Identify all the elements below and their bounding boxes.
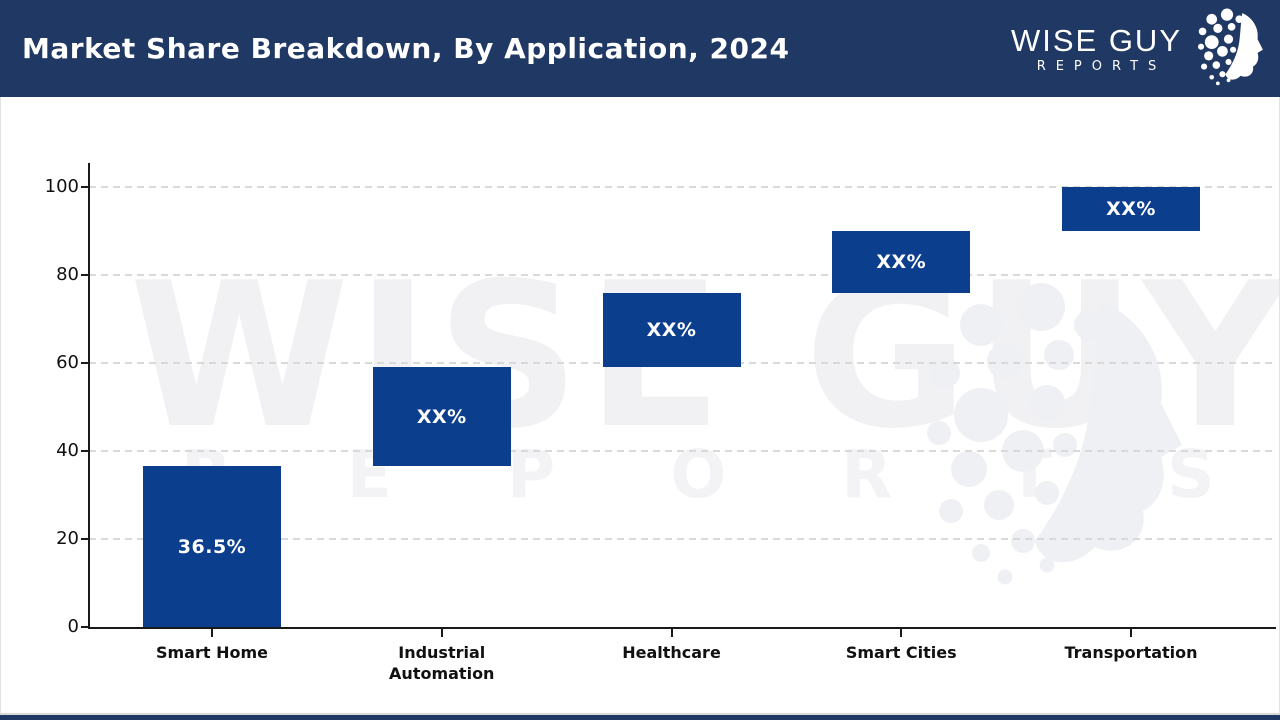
bottom-divider	[0, 713, 1280, 715]
y-axis-tick-100	[81, 186, 89, 188]
x-axis-tick-3	[900, 629, 903, 637]
y-axis-tick-0	[81, 626, 89, 628]
footer-bar	[0, 715, 1280, 720]
chart-canvas: WISE GUY R E P O R T S 0 20 40 60 80 100 36.5%…	[0, 97, 1280, 713]
bar-value-label: XX%	[876, 250, 927, 273]
y-axis-label-20: 20	[56, 528, 79, 549]
gridline-100	[89, 186, 1276, 188]
bar-smart-home: 36.5%	[143, 466, 281, 627]
y-axis-label-40: 40	[56, 440, 79, 461]
y-axis-label-60: 60	[56, 352, 79, 373]
x-axis-label-2: Healthcare	[622, 643, 721, 662]
bar-value-label: XX%	[1106, 198, 1156, 220]
brand-logo-text: WISE GUY REPORTS	[1011, 25, 1182, 73]
x-axis-tick-4	[1130, 629, 1132, 637]
gridline-40	[89, 450, 1276, 452]
bar-transportation: XX%	[1062, 187, 1200, 231]
header-bar: Market Share Breakdown, By Application, …	[0, 0, 1280, 97]
x-axis-tick-1	[440, 629, 443, 637]
x-axis-label-3: Smart Cities	[845, 643, 957, 662]
dotted-head-icon	[1197, 8, 1263, 85]
bar-healthcare: XX%	[602, 292, 741, 368]
x-axis-label-0: Smart Home	[155, 643, 268, 662]
x-axis-tick-0	[211, 629, 213, 637]
gridline-80	[89, 274, 1276, 276]
y-axis-spine	[88, 163, 90, 629]
y-axis-label-0: 0	[67, 616, 79, 637]
bar-value-label: XX%	[646, 318, 697, 341]
bar-value-label: 36.5%	[177, 535, 247, 558]
brand-name: WISE GUY	[1010, 22, 1182, 58]
y-axis-tick-80	[81, 274, 89, 276]
x-axis-label-4: Transportation	[1064, 643, 1198, 662]
gridline-20	[89, 538, 1276, 540]
y-axis-tick-60	[81, 362, 89, 364]
brand-logo: WISE GUY REPORTS	[1011, 7, 1266, 91]
watermark-head-icon	[927, 283, 1182, 585]
x-axis-spine	[88, 627, 1276, 629]
brand-subtitle: REPORTS	[1036, 58, 1167, 74]
y-axis-label-100: 100	[44, 176, 79, 197]
page-title: Market Share Breakdown, By Application, …	[22, 32, 790, 65]
x-axis-tick-2	[670, 629, 673, 637]
x-axis-label-1: Industrial Automation	[389, 643, 495, 683]
bar-value-label: XX%	[416, 405, 467, 428]
y-axis-tick-40	[81, 450, 89, 452]
y-axis-tick-20	[81, 538, 89, 540]
bar-smart-cities: XX%	[832, 231, 971, 293]
y-axis-label-80: 80	[56, 264, 79, 285]
bar-industrial-automation: XX%	[372, 367, 511, 467]
